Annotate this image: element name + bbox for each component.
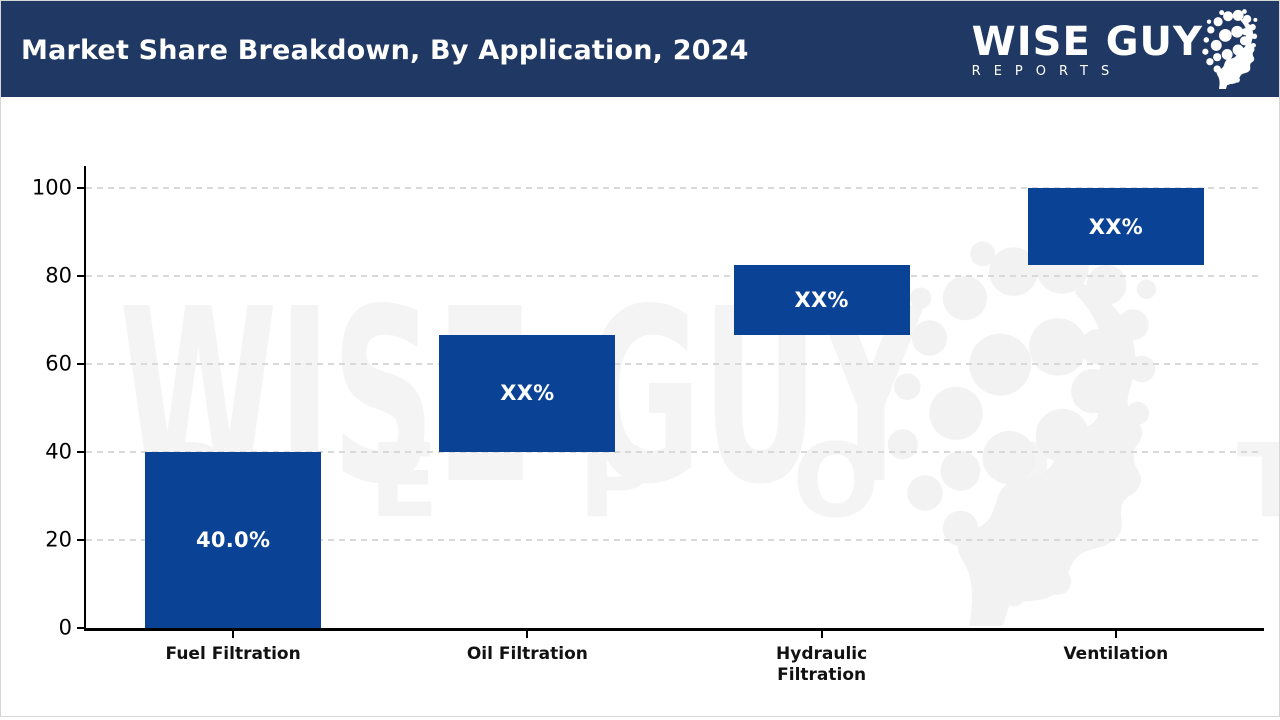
bar-value-label: XX% [1088, 214, 1144, 239]
logo-head-icon [1202, 9, 1258, 89]
x-axis-line [84, 628, 1264, 631]
y-tick-label-40: 40 [45, 439, 72, 464]
gridline-y-60 [86, 363, 1263, 365]
y-tick-label-80: 80 [45, 263, 72, 288]
y-tick-0 [77, 627, 84, 629]
logo-subtitle: REPORTS [971, 63, 1123, 79]
y-tick-100 [77, 187, 84, 189]
x-tick-3 [1114, 631, 1117, 638]
bar-fuel-filtration: 40.0% [145, 452, 322, 628]
y-tick-label-60: 60 [45, 351, 72, 376]
wise-guy-reports-logo: WISE GUY REPORTS [972, 9, 1261, 89]
category-label-fuel-filtration: Fuel Filtration [86, 644, 380, 665]
plot-area: 0 20 40 60 80 100 40.0% Fuel Filtration XX% Oil F… [32, 166, 1264, 685]
x-tick-2 [820, 631, 823, 638]
page-title: Market Share Breakdown, By Application, … [21, 35, 749, 66]
y-tick-label-100: 100 [31, 175, 72, 200]
header-band: Market Share Breakdown, By Application, … [1, 1, 1279, 97]
category-label-hydraulic-filtration: Hydraulic Filtration [675, 644, 969, 686]
logo-wordmark: WISE GUY [971, 18, 1203, 65]
bar-hydraulic-filtration: XX% [733, 265, 910, 335]
bar-value-label: XX% [500, 381, 555, 406]
category-label-text: Ventilation [1063, 644, 1169, 664]
gridline-y-20 [86, 539, 1263, 541]
x-tick-1 [526, 631, 529, 638]
bar-ventilation: XX% [1027, 188, 1204, 265]
x-tick-0 [232, 631, 235, 638]
category-label-text: Oil Filtration [466, 644, 588, 664]
bar-value-label: 40.0% [195, 528, 271, 552]
bar-oil-filtration: XX% [439, 334, 616, 452]
gridline-y-80 [86, 275, 1263, 277]
logo-text: WISE GUY REPORTS [972, 20, 1203, 79]
category-label-text: Fuel Filtration [165, 644, 301, 664]
y-tick-label-0: 0 [58, 615, 72, 640]
y-tick-20 [77, 539, 84, 541]
chart-area: WISE GUY R E P O R T S 02040608010040.0%… [1, 97, 1279, 716]
category-label-text: Hydraulic Filtration [776, 644, 868, 685]
gridline-y-100 [86, 187, 1263, 189]
y-tick-label-20: 20 [45, 527, 72, 552]
y-axis-line [84, 166, 86, 630]
y-tick-60 [77, 363, 84, 365]
gridline-y-40 [86, 451, 1263, 453]
category-label-ventilation: Ventilation [969, 644, 1263, 665]
y-tick-40 [77, 451, 84, 453]
bar-value-label: XX% [794, 287, 849, 312]
category-label-oil-filtration: Oil Filtration [380, 644, 674, 665]
y-tick-80 [77, 275, 84, 277]
